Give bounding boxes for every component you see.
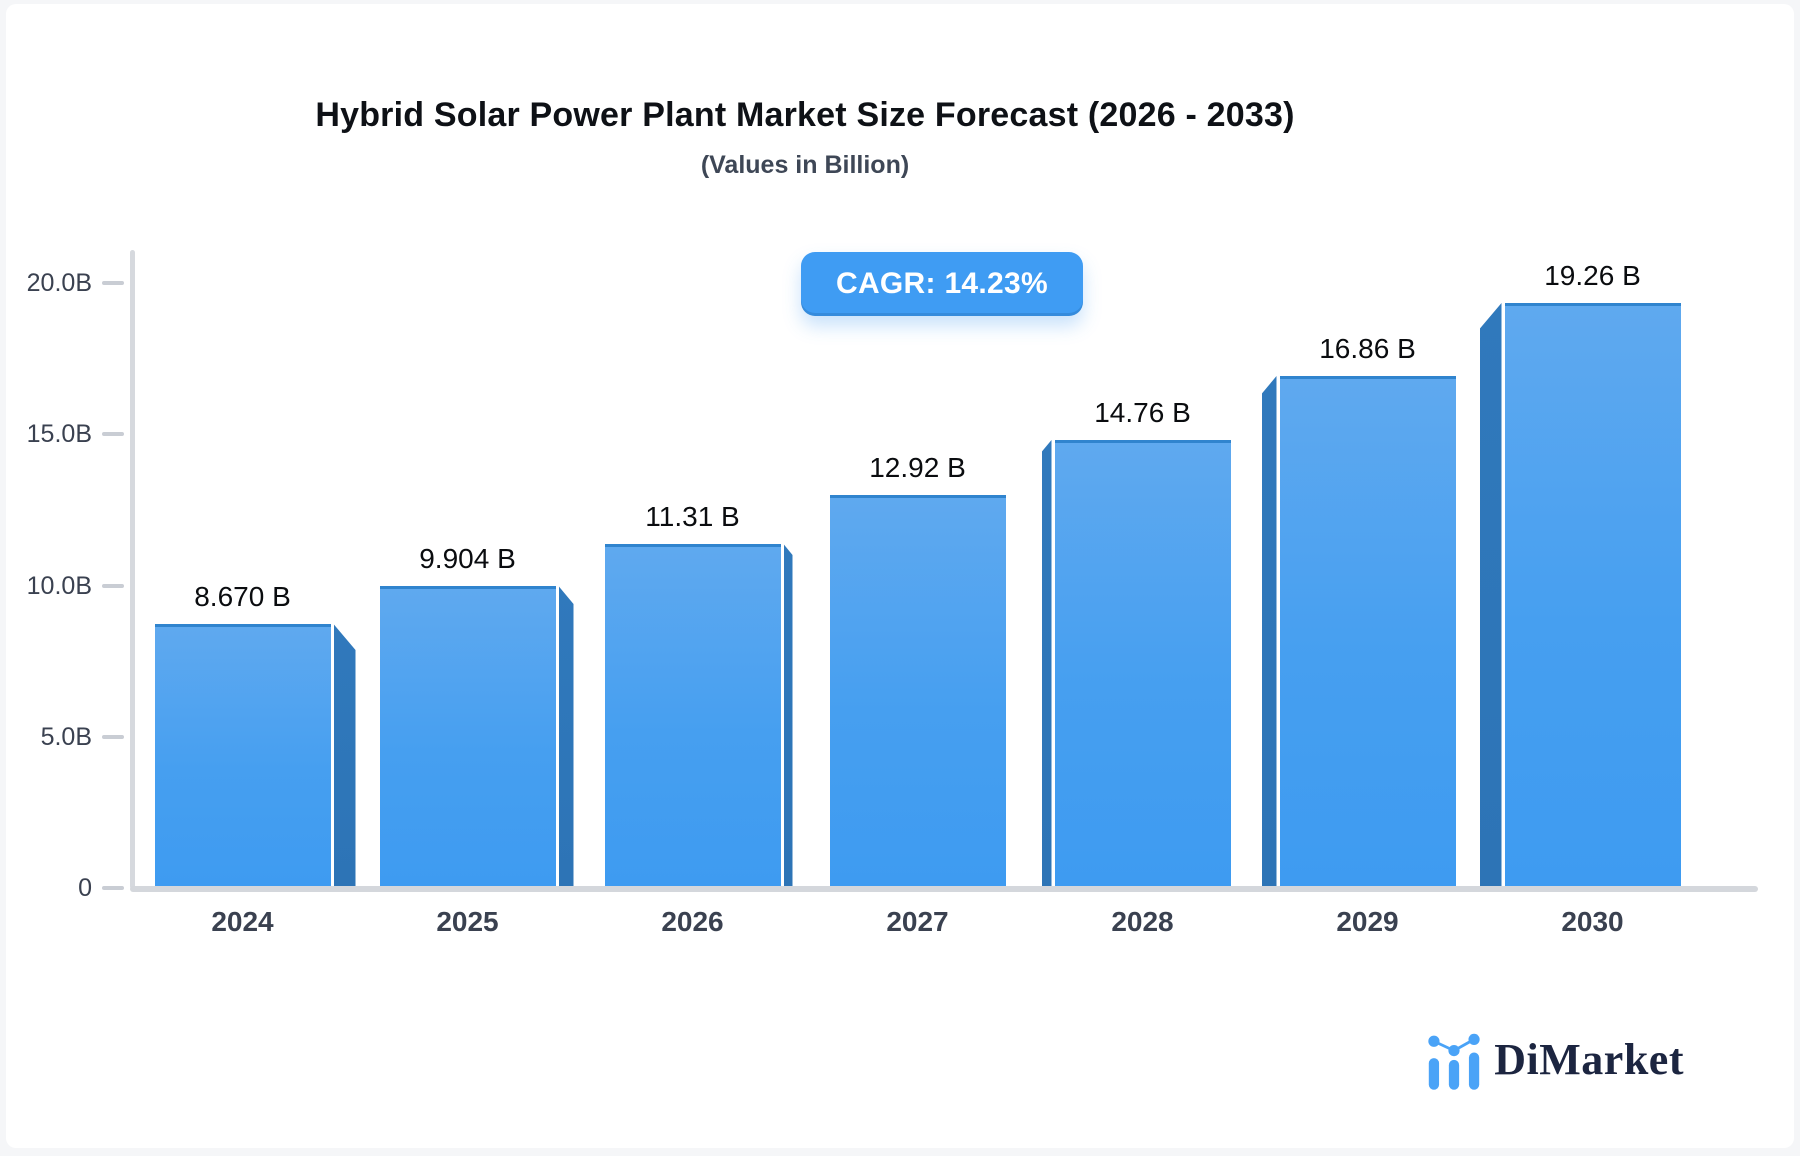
bar-2026: 11.31 B xyxy=(604,501,793,886)
x-axis-label-2029: 2029 xyxy=(1336,906,1399,937)
y-tick-label: 15.0B xyxy=(26,420,92,449)
bar-side-face xyxy=(1041,440,1052,886)
bar-value-label: 12.92 B xyxy=(869,452,966,483)
y-tick-label: 5.0B xyxy=(40,722,92,751)
bar-side-face xyxy=(558,586,574,886)
x-axis-labels: 2024 2025 2026 2027 2028 2029 2030 xyxy=(130,906,1705,938)
y-tick-dash xyxy=(102,734,124,739)
bar-side-face xyxy=(783,544,793,886)
x-axis-line xyxy=(130,886,1758,892)
bar-value-label: 14.76 B xyxy=(1094,397,1191,428)
bar-group-2028: 14.76 B xyxy=(1030,397,1255,886)
bar-group-2025: 9.904 B xyxy=(355,543,580,886)
y-tick-dash xyxy=(102,281,124,285)
dimarket-logo: DiMarket xyxy=(1426,1028,1684,1090)
bar-side-face xyxy=(1261,376,1277,886)
bar-group-2027: 12.92 B xyxy=(805,452,1030,886)
x-axis-label-2025: 2025 xyxy=(436,906,499,937)
chart-subtitle: (Values in Billion) xyxy=(700,151,910,179)
x-axis-label-2030: 2030 xyxy=(1561,906,1624,937)
bar-2029: 16.86 B xyxy=(1261,333,1456,886)
title-block: Hybrid Solar Power Plant Market Size For… xyxy=(0,96,1610,180)
bar-chart-logo-icon xyxy=(1428,1033,1480,1090)
y-tick-label: 20.0B xyxy=(26,269,92,297)
bar-2027: 12.92 B xyxy=(829,452,1006,886)
bar-value-label: 16.86 B xyxy=(1319,333,1416,364)
x-axis-label-2028: 2028 xyxy=(1111,906,1174,937)
bar-side-face xyxy=(1479,303,1502,886)
bar-group-2024: 8.670 B xyxy=(130,581,356,886)
bar-2030: 19.26 B xyxy=(1479,260,1681,886)
bar-2025: 9.904 B xyxy=(379,543,574,886)
y-axis-line xyxy=(130,250,135,889)
y-tick-dash xyxy=(102,583,124,588)
bar-value-label: 9.904 B xyxy=(419,543,516,574)
bar-group-2030: 19.26 B xyxy=(1479,260,1705,886)
bar-side-face xyxy=(333,624,356,886)
x-axis-label-2027: 2027 xyxy=(886,906,949,937)
y-tick-label: 10.0B xyxy=(26,571,92,600)
x-axis-label-2024: 2024 xyxy=(211,906,274,937)
y-tick-dash xyxy=(102,432,124,437)
bar-group-2026: 11.31 B xyxy=(580,501,805,886)
y-tick-dash xyxy=(102,886,124,890)
bar-value-label: 8.670 B xyxy=(194,581,291,612)
bar-value-label: 11.31 B xyxy=(645,501,740,532)
bar-group-2029: 16.86 B xyxy=(1255,333,1480,886)
logo-text: DiMarket xyxy=(1494,1034,1684,1084)
bar-2028: 14.76 B xyxy=(1041,397,1231,886)
bars-row: 8.670 B 9.904 B 11.31 B 12.92 B 14.76 B 16.86… xyxy=(130,0,1705,886)
y-tick-label: 0 xyxy=(78,874,92,902)
bar-2024: 8.670 B xyxy=(154,581,356,886)
x-axis-label-2026: 2026 xyxy=(661,906,724,937)
cagr-badge: CAGR: 14.23% xyxy=(800,252,1084,316)
bar-value-label: 19.26 B xyxy=(1544,260,1641,291)
chart-title: Hybrid Solar Power Plant Market Size For… xyxy=(315,96,1295,134)
